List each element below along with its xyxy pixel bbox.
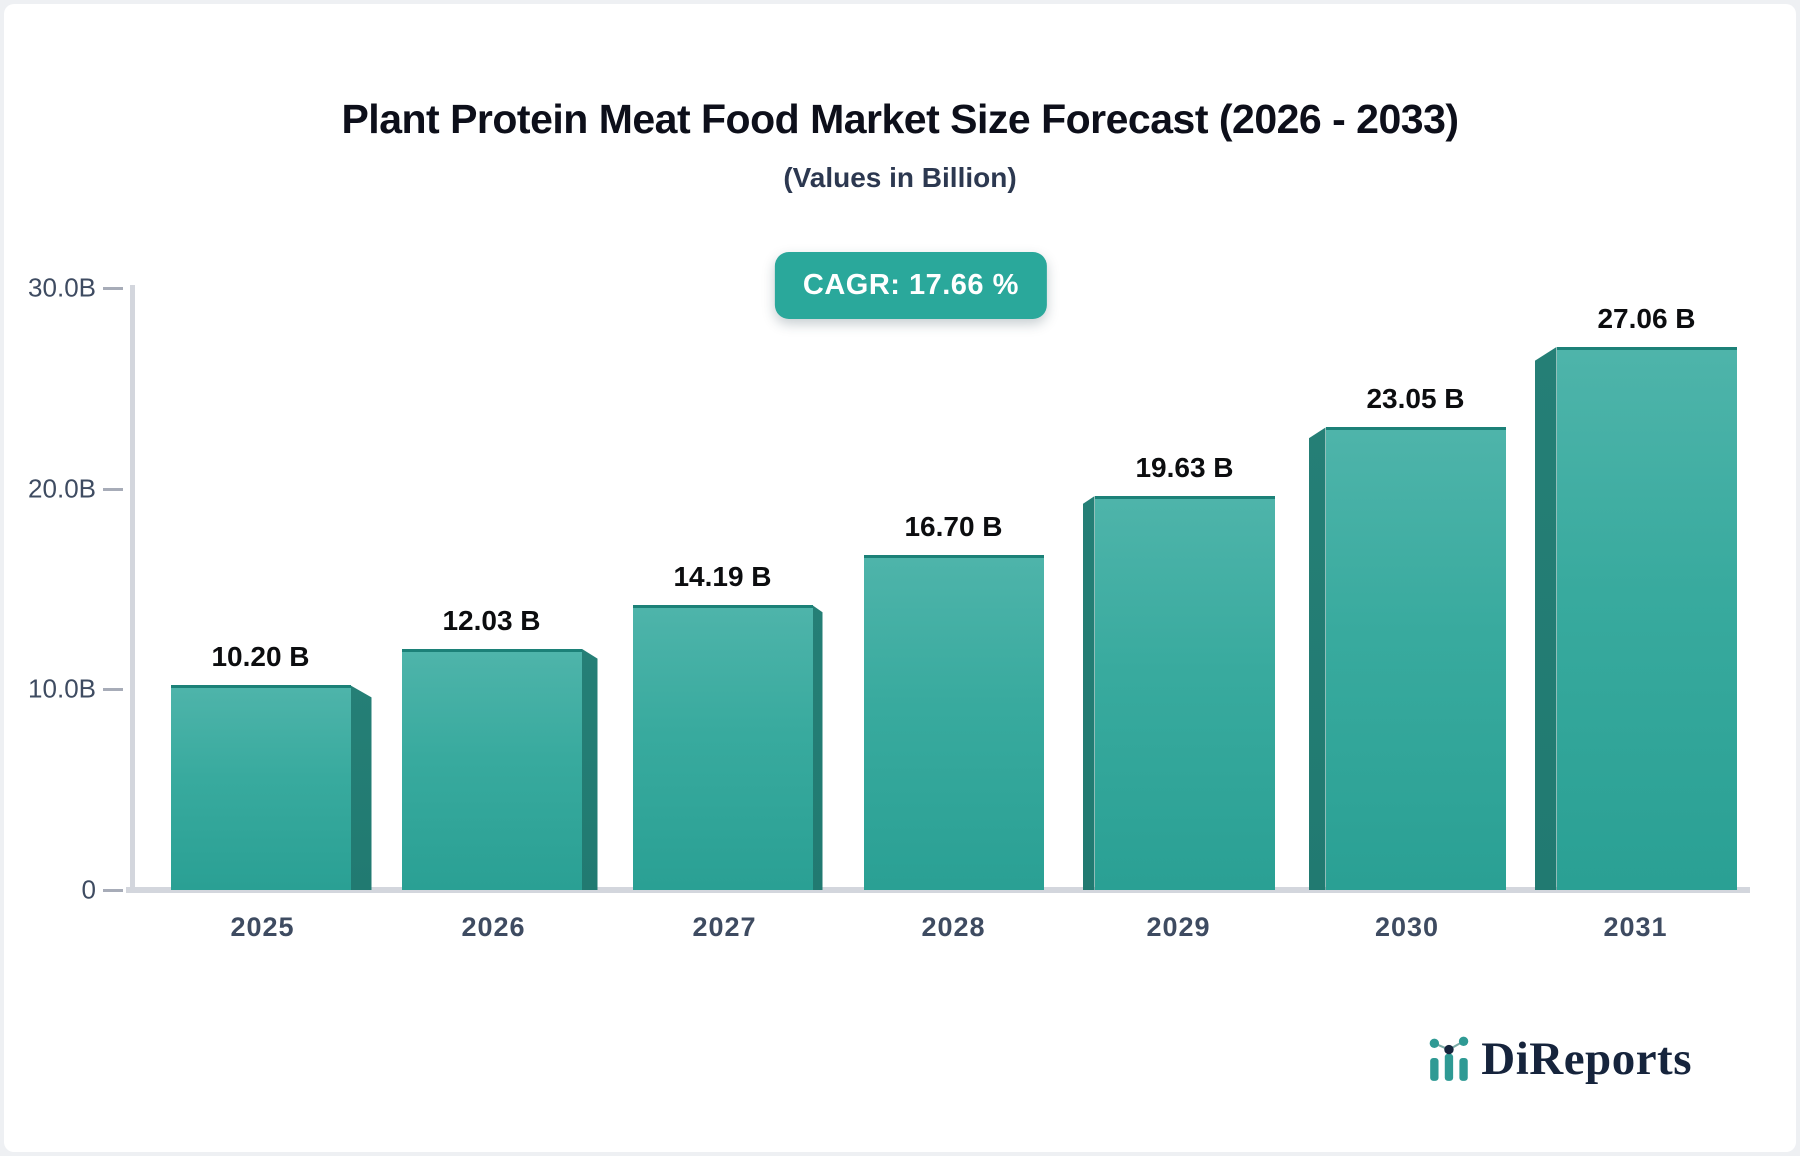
direports-logo: DiReports xyxy=(1427,1032,1692,1086)
bar-side-2025 xyxy=(350,685,372,890)
bar-2031 xyxy=(1556,346,1737,890)
bar-2025 xyxy=(170,685,351,890)
chart-subtitle: (Values in Billion) xyxy=(783,162,1017,193)
plot-area: 30.0B 20.0B 10.0B 0 10.20 B 12.03 B 14.19 B 16… xyxy=(4,4,1796,1152)
x-axis-line xyxy=(126,887,1750,893)
bar-2028 xyxy=(863,554,1044,890)
bar-value-2028: 16.70 B xyxy=(904,510,1003,542)
x-tick-label-2026: 2026 xyxy=(461,912,526,942)
x-tick-label-2027: 2027 xyxy=(692,912,757,942)
bar-value-2025: 10.20 B xyxy=(211,641,310,673)
bar-value-2029: 19.63 B xyxy=(1135,452,1234,484)
y-tick-20.0B xyxy=(103,487,123,491)
chart-card: Plant Protein Meat Food Market Size Fore… xyxy=(4,4,1796,1152)
chart-title: Plant Protein Meat Food Market Size Fore… xyxy=(341,96,1459,142)
bar-2027 xyxy=(632,605,813,890)
bar-value-2031: 27.06 B xyxy=(1597,302,1696,334)
y-tick-label-10.0B: 10.0B xyxy=(28,673,96,704)
bar-side-2029 xyxy=(1082,496,1095,890)
bar-2030 xyxy=(1325,427,1506,890)
x-tick-label-2025: 2025 xyxy=(230,912,295,942)
direports-logo-icon xyxy=(1429,1036,1469,1081)
direports-logo-text: DiReports xyxy=(1481,1033,1692,1085)
y-axis-line xyxy=(130,285,135,892)
y-tick-0 xyxy=(103,889,123,892)
x-tick-label-2030: 2030 xyxy=(1374,912,1440,942)
bar-side-2030 xyxy=(1308,427,1326,890)
x-tick-label-2029: 2029 xyxy=(1146,912,1211,942)
bar-value-2030: 23.05 B xyxy=(1366,383,1465,415)
bar-value-2026: 12.03 B xyxy=(442,604,541,636)
bar-2029 xyxy=(1094,496,1275,890)
bar-value-2027: 14.19 B xyxy=(673,561,772,593)
bar-side-2026 xyxy=(581,648,598,890)
y-tick-label-30.0B: 30.0B xyxy=(28,272,96,303)
x-tick-label-2031: 2031 xyxy=(1603,912,1668,942)
cagr-badge: CAGR: 17.66 % xyxy=(774,252,1047,319)
y-tick-30.0B xyxy=(103,287,123,290)
y-tick-label-0: 0 xyxy=(81,874,96,905)
bar-side-2027 xyxy=(812,605,823,890)
y-tick-10.0B xyxy=(103,688,123,692)
x-tick-label-2028: 2028 xyxy=(921,912,986,942)
bar-2026 xyxy=(401,648,582,890)
bar-side-2031 xyxy=(1534,346,1557,890)
y-tick-label-20.0B: 20.0B xyxy=(28,473,96,504)
